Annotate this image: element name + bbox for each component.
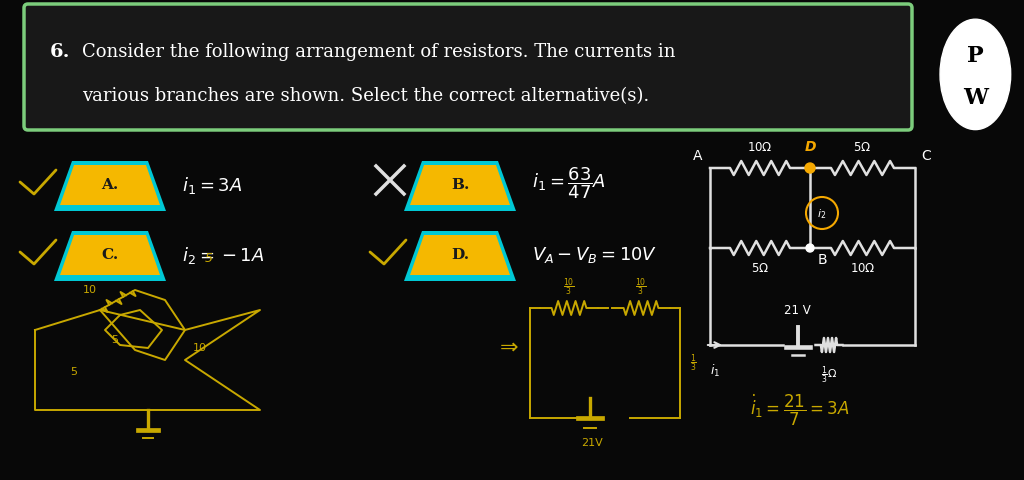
Text: 21 V: 21 V: [784, 304, 811, 317]
Polygon shape: [54, 161, 166, 211]
FancyBboxPatch shape: [24, 4, 912, 130]
Polygon shape: [54, 231, 166, 281]
Text: $\frac{1}{3}$: $\frac{1}{3}$: [690, 352, 697, 374]
Text: $\frac{10}{3}$: $\frac{10}{3}$: [635, 276, 647, 298]
Polygon shape: [410, 235, 510, 275]
Text: B.: B.: [451, 178, 469, 192]
Text: $10\Omega$: $10\Omega$: [748, 141, 773, 154]
Text: 5: 5: [205, 252, 213, 265]
Circle shape: [806, 244, 814, 252]
Text: 5: 5: [70, 367, 77, 377]
Circle shape: [940, 19, 1011, 130]
Text: ⇒: ⇒: [500, 338, 518, 358]
Text: D: D: [804, 140, 816, 154]
Text: $\frac{1}{3}\Omega$: $\frac{1}{3}\Omega$: [821, 365, 838, 386]
Text: $i_1 = \dfrac{63}{47}A$: $i_1 = \dfrac{63}{47}A$: [532, 165, 606, 201]
Text: $\frac{10}{3}$: $\frac{10}{3}$: [563, 276, 574, 298]
Text: P: P: [967, 46, 984, 67]
Polygon shape: [404, 161, 516, 211]
Text: C.: C.: [101, 248, 119, 262]
Text: A: A: [692, 149, 702, 163]
Text: 10: 10: [193, 343, 207, 353]
Text: 21V: 21V: [582, 438, 603, 448]
Text: W: W: [963, 87, 988, 109]
Text: 6.: 6.: [50, 43, 71, 61]
Polygon shape: [60, 165, 160, 205]
Polygon shape: [410, 165, 510, 205]
Polygon shape: [60, 235, 160, 275]
Text: $i_1 = 3A$: $i_1 = 3A$: [182, 175, 242, 195]
Text: D.: D.: [451, 248, 469, 262]
Text: various branches are shown. Select the correct alternative(s).: various branches are shown. Select the c…: [82, 87, 649, 105]
Text: $i_2$: $i_2$: [817, 207, 826, 221]
Text: A.: A.: [101, 178, 119, 192]
Text: $i_1$: $i_1$: [710, 363, 720, 379]
Text: 5: 5: [112, 335, 119, 345]
Text: B: B: [818, 253, 827, 267]
Text: $i_2 = -1A$: $i_2 = -1A$: [182, 244, 264, 265]
Text: $10\Omega$: $10\Omega$: [850, 262, 876, 275]
Text: $5\Omega$: $5\Omega$: [853, 141, 871, 154]
Circle shape: [805, 163, 815, 173]
Text: $5\Omega$: $5\Omega$: [751, 262, 769, 275]
Text: C: C: [921, 149, 931, 163]
Polygon shape: [404, 231, 516, 281]
Text: $\dot{i}_1 = \dfrac{21}{7} = 3A$: $\dot{i}_1 = \dfrac{21}{7} = 3A$: [750, 392, 850, 428]
Text: 10: 10: [83, 285, 97, 295]
Text: Consider the following arrangement of resistors. The currents in: Consider the following arrangement of re…: [82, 43, 676, 61]
Text: $V_A - V_B = 10V$: $V_A - V_B = 10V$: [532, 245, 657, 265]
